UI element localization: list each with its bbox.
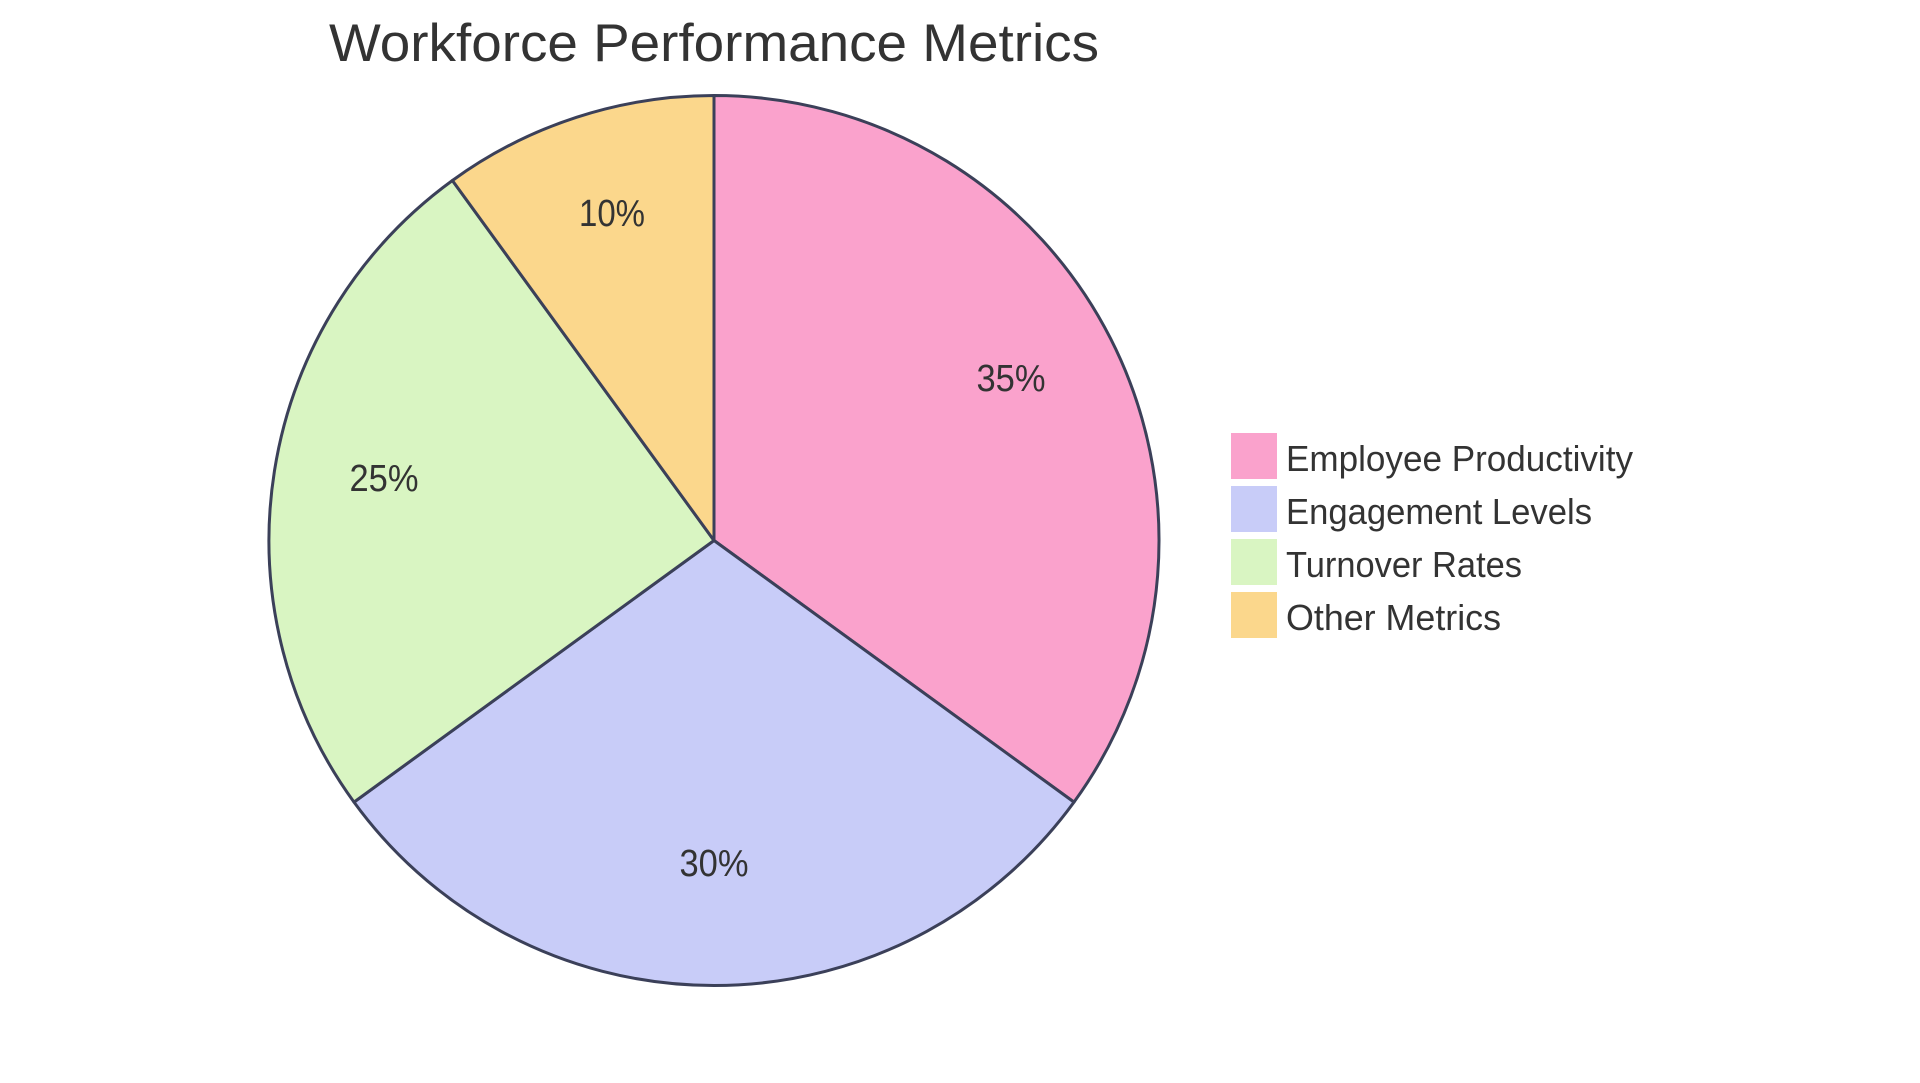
svg-text:Engagement Levels: Engagement Levels	[1286, 491, 1592, 532]
svg-text:Other Metrics: Other Metrics	[1286, 597, 1501, 638]
svg-text:Workforce Performance Metrics: Workforce Performance Metrics	[329, 14, 1099, 73]
svg-text:Turnover Rates: Turnover Rates	[1286, 544, 1522, 585]
svg-text:25%: 25%	[350, 458, 419, 500]
svg-text:10%: 10%	[579, 193, 645, 235]
svg-text:35%: 35%	[977, 358, 1046, 400]
svg-text:30%: 30%	[680, 843, 749, 885]
svg-text:Employee Productivity: Employee Productivity	[1286, 438, 1633, 479]
